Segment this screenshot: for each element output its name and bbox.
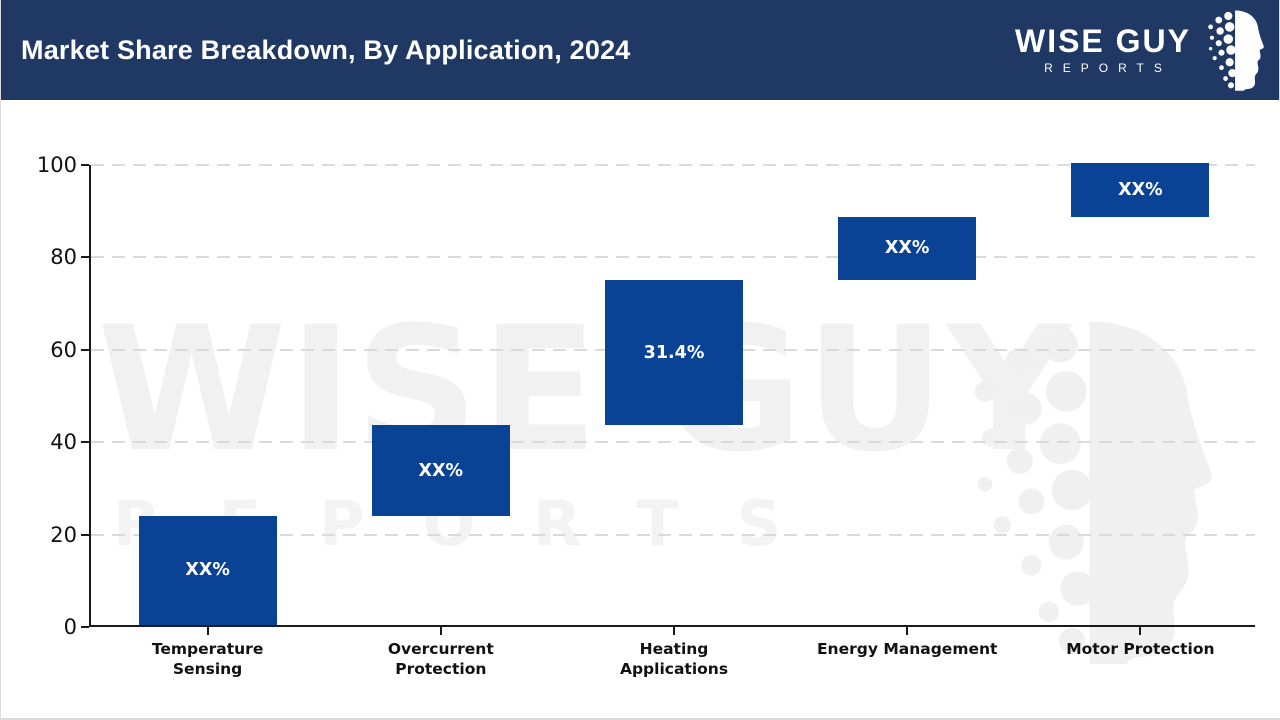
y-tick-mark-80 [81,256,89,259]
bar-energy-management: XX% [838,216,977,281]
bar-heating-applications: 31.4% [605,280,743,426]
logo-subtitle: REPORTS [1044,61,1172,75]
bar-value-label: XX% [1118,179,1163,200]
chart-area: WISE GUY REPORTS 0 20 40 60 80 100 XX% Temperat… [1,100,1280,718]
x-tick-mark-3 [906,627,909,635]
logo-wordmark: WISE GUY [1014,23,1191,59]
y-tick-mark-40 [81,441,89,444]
bar-value-label: XX% [418,460,464,481]
x-tick-label-0: Temperature Sensing [151,640,264,678]
y-tick-label-40: 40 [50,430,77,455]
x-tick-mark-2 [673,627,675,635]
y-tick-label-0: 0 [63,615,77,639]
x-tick-label-4: Motor Protection [1066,640,1215,658]
x-tick-label-3: Energy Management [816,640,998,658]
logo-text: WISE GUY REPORTS [1015,25,1191,75]
y-tick-mark-60 [81,348,89,351]
x-tick-label-1: Overcurrent Protection [387,640,494,678]
x-tick-mark-1 [439,627,442,635]
x-tick-mark-0 [206,627,209,635]
x-tick-label-2: Heating Applications [619,640,729,678]
bar-value-label: XX% [884,238,930,259]
gridline-40 [91,441,1255,444]
y-tick-mark-20 [81,533,89,536]
y-tick-label-60: 60 [50,337,77,362]
y-tick-label-80: 80 [50,245,77,270]
page-title: Market Share Breakdown, By Application, … [21,34,631,65]
bar-temperature-sensing: XX% [138,515,277,625]
y-tick-mark-0 [81,626,89,628]
x-tick-mark-4 [1139,627,1142,635]
gridline-80 [91,256,1255,259]
bar-motor-protection: XX% [1071,163,1210,217]
header: Market Share Breakdown, By Application, … [1,0,1279,100]
bar-overcurrent-protection: XX% [371,425,510,516]
y-tick-label-20: 20 [50,522,77,547]
plot-area: 0 20 40 60 80 100 XX% Temperature Sensing XX% Ove… [37,154,1255,678]
wiseguy-head-icon [1208,10,1264,91]
y-tick-label-100: 100 [36,153,77,177]
bar-value-label: 31.4% [643,342,705,363]
bar-value-label: XX% [185,560,230,581]
y-tick-mark-100 [81,164,89,166]
gridline-100 [91,164,1255,166]
gridline-20 [91,533,1255,536]
wise-guy-logo: WISE GUY REPORTS [1015,9,1265,91]
